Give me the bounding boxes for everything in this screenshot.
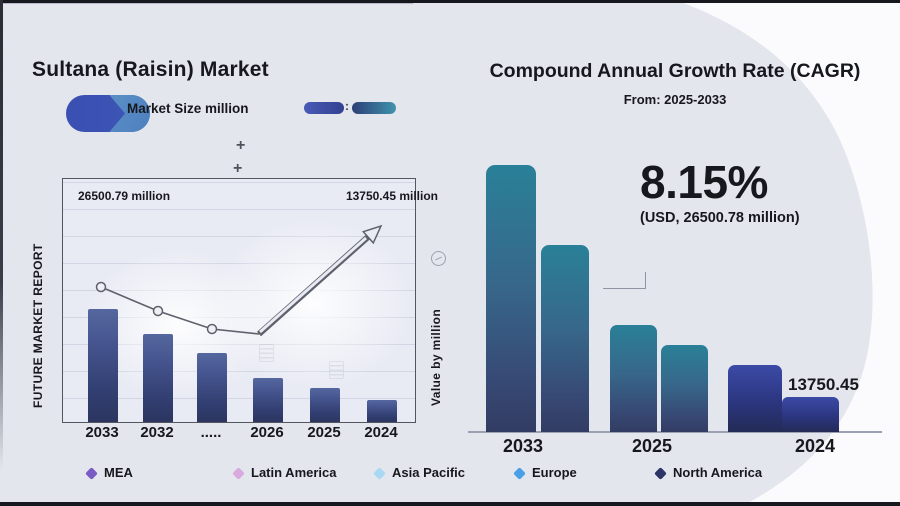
bottom-border (0, 502, 900, 506)
market-bar-2025 (310, 388, 340, 422)
value-axis-label: Value by million (429, 308, 443, 406)
left-border (0, 0, 3, 470)
step-line-decoration (603, 272, 646, 289)
cloud-shape (213, 219, 413, 389)
cagr-axis-label-2025: 2025 (631, 436, 673, 456)
cagr-bar-2033-b (541, 245, 589, 432)
cagr-bar-2025-a (610, 325, 657, 432)
plus-mark-icon: + (233, 160, 243, 177)
cagr-value: 8.15% (640, 156, 768, 208)
cagr-axis-label-2024: 2024 (794, 436, 836, 456)
axis-label-2033: 2033 (85, 424, 119, 441)
cagr-basis: (USD, 26500.78 million) (640, 210, 800, 226)
cagr-bar-2025-b (661, 345, 708, 432)
cagr-bar-2033-a (486, 165, 536, 432)
pill-icon-right (352, 102, 396, 114)
page-title: Sultana (Raisin) Market (32, 58, 269, 81)
market-bar-2032 (143, 334, 173, 422)
legend-label-north-america: North America (673, 465, 763, 480)
market-bar-mid (197, 353, 227, 422)
legend-label-latin-america: Latin America (251, 465, 337, 480)
min-value-annotation: 13750.45 million (345, 189, 438, 203)
cagr-subtitle: From: 2025-2033 (623, 92, 727, 107)
max-value-annotation: 26500.79 million (78, 189, 171, 203)
cagr-bar-2024-a (728, 365, 782, 432)
market-size-icon (66, 95, 150, 132)
market-size-label: Market Size million (127, 101, 249, 116)
cagr-axis-label-2033: 2033 (502, 436, 544, 456)
trend-arrow-icon (95, 224, 383, 337)
market-bar-2033 (88, 309, 118, 422)
document-watermark-icon (329, 361, 344, 379)
axis-label-2026: 2026 (250, 424, 284, 441)
axis-label-2024: 2024 (364, 424, 398, 441)
legend-label-mea: MEA (104, 465, 133, 480)
axis-label-mid: ..... (200, 424, 222, 441)
cagr-title: Compound Annual Growth Rate (CAGR) (489, 60, 861, 82)
axis-label-2032: 2032 (140, 424, 174, 441)
market-bar-2026 (253, 378, 283, 422)
axis-label-2025: 2025 (307, 424, 341, 441)
report-vertical-label: FUTURE MARKET REPORT (31, 243, 45, 408)
legend-label-asia-pacific: Asia Pacific (392, 465, 465, 480)
top-border (0, 0, 900, 3)
document-watermark-icon (259, 344, 274, 362)
cagr-bar-value-label: 13750.45 (788, 375, 859, 394)
cagr-bar-2024-b (782, 397, 839, 432)
pill-icon-left (304, 102, 344, 114)
plus-mark-icon: + (236, 137, 246, 154)
inner-top-line (3, 3, 413, 4)
market-size-chart (62, 178, 416, 423)
legend-label-europe: Europe (532, 465, 577, 480)
pill-separator: : (345, 99, 349, 113)
market-bar-2024 (367, 400, 397, 422)
